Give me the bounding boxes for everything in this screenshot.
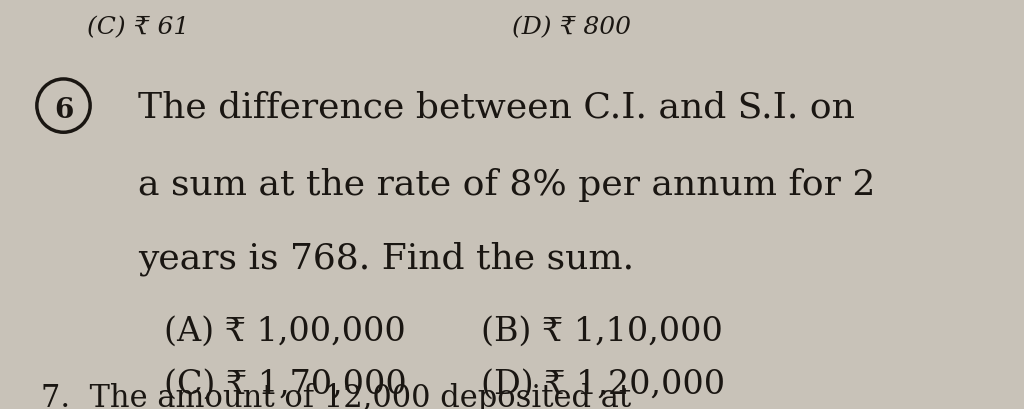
- Text: (A) ₹ 1,00,000: (A) ₹ 1,00,000: [164, 315, 406, 347]
- Text: years is 768. Find the sum.: years is 768. Find the sum.: [138, 241, 634, 276]
- Text: (C) ₹ 1,70,000: (C) ₹ 1,70,000: [164, 368, 407, 400]
- Text: 7.  The amount of 12,000 deposited at: 7. The amount of 12,000 deposited at: [41, 382, 631, 409]
- Text: (D) ₹ 800: (D) ₹ 800: [512, 16, 631, 39]
- Text: (B) ₹ 1,10,000: (B) ₹ 1,10,000: [481, 315, 723, 347]
- Text: (D) ₹ 1,20,000: (D) ₹ 1,20,000: [481, 368, 725, 400]
- Text: The difference between C.I. and S.I. on: The difference between C.I. and S.I. on: [138, 90, 855, 124]
- Text: 6: 6: [54, 97, 73, 124]
- Text: a sum at the rate of 8% per annum for 2: a sum at the rate of 8% per annum for 2: [138, 168, 876, 202]
- Text: (C) ₹ 61: (C) ₹ 61: [87, 16, 189, 39]
